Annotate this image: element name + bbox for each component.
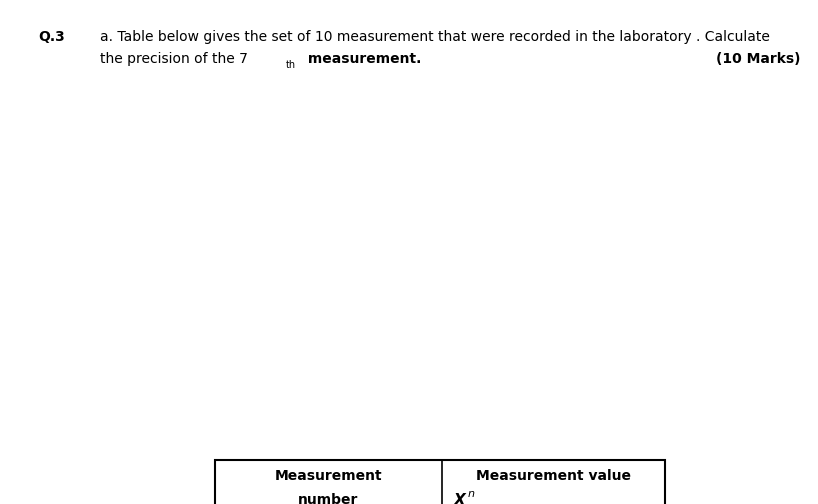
Text: the precision of the 7: the precision of the 7	[100, 52, 248, 66]
Text: Q.3: Q.3	[38, 30, 65, 44]
Text: n: n	[468, 489, 474, 499]
Text: (10 Marks): (10 Marks)	[716, 52, 800, 66]
Bar	[215, 460, 665, 504]
Text: Measurement: Measurement	[275, 469, 382, 483]
Text: measurement.: measurement.	[303, 52, 421, 66]
Text: Measurement value: Measurement value	[476, 469, 631, 483]
Text: number: number	[299, 493, 358, 504]
Text: th: th	[285, 59, 295, 70]
Text: a. Table below gives the set of 10 measurement that were recorded in the laborat: a. Table below gives the set of 10 measu…	[100, 30, 770, 44]
Text: X: X	[454, 493, 465, 504]
